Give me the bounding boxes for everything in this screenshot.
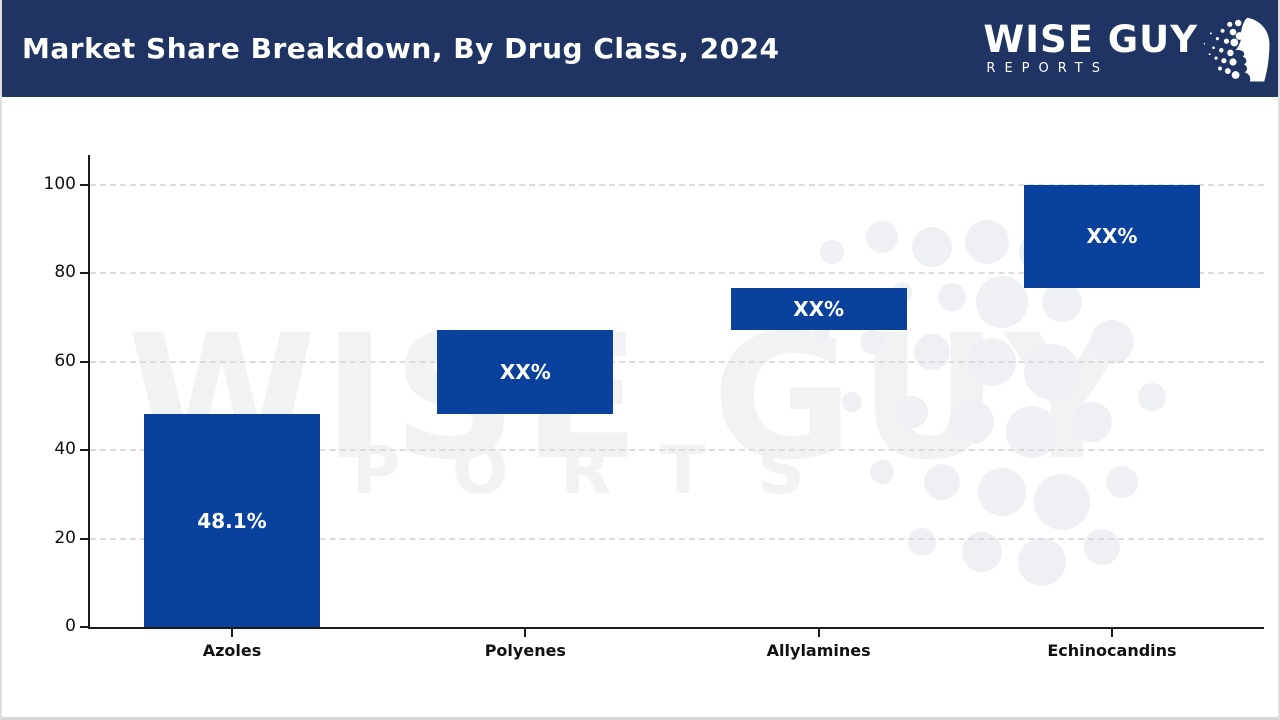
x-tick-mark [1110, 629, 1113, 637]
y-tick-label: 60 [54, 350, 76, 371]
logo-reports-label: REPORTS [986, 61, 1110, 76]
x-tick-mark [524, 629, 527, 637]
gridline [90, 449, 1264, 452]
x-tick-label: Polyenes [484, 641, 566, 660]
bar-value-label: 48.1% [197, 508, 267, 533]
logo-text: WISE GUY REPORTS [983, 21, 1198, 76]
x-tick-label: Echinocandins [1047, 641, 1177, 660]
y-axis-line [88, 155, 90, 629]
logo-wordmark: WISE GUY [983, 18, 1198, 61]
bar-value-label: XX% [1086, 224, 1138, 249]
gridline [90, 272, 1264, 275]
gridline [90, 537, 1264, 540]
chart-area: WISE GUY REPORTS 0 20 40 60 80 100 Azoles Polye… [2, 97, 1278, 717]
header: Market Share Breakdown, By Drug Class, 2… [2, 0, 1278, 97]
y-tick-mark [80, 626, 88, 628]
y-tick-mark [80, 272, 88, 275]
y-tick-mark [80, 360, 88, 363]
y-tick-label: 0 [65, 616, 76, 636]
x-tick-label: Allylamines [766, 641, 871, 660]
y-tick-label: 100 [43, 174, 76, 194]
page-title: Market Share Breakdown, By Drug Class, 2… [22, 32, 780, 65]
bar: XX% [1023, 185, 1200, 288]
bar: XX% [437, 329, 614, 415]
gridline [90, 360, 1264, 363]
y-tick-mark [80, 537, 88, 540]
bar: XX% [730, 287, 907, 330]
y-tick-label: 40 [54, 439, 76, 460]
x-axis-line [88, 627, 1264, 629]
y-tick-label: 20 [54, 527, 76, 548]
gridline [90, 184, 1264, 186]
y-tick-mark [80, 184, 88, 186]
x-tick-mark [231, 629, 233, 637]
x-tick-mark [817, 629, 820, 637]
logo-face-icon [1203, 17, 1270, 81]
bar-value-label: XX% [499, 360, 551, 385]
y-tick-label: 80 [54, 262, 76, 283]
x-tick-label: Azoles [202, 641, 262, 660]
bar: 48.1% [144, 414, 320, 627]
y-tick-mark [80, 449, 88, 452]
bar-value-label: XX% [793, 296, 845, 321]
logo: WISE GUY REPORTS [983, 7, 1272, 91]
